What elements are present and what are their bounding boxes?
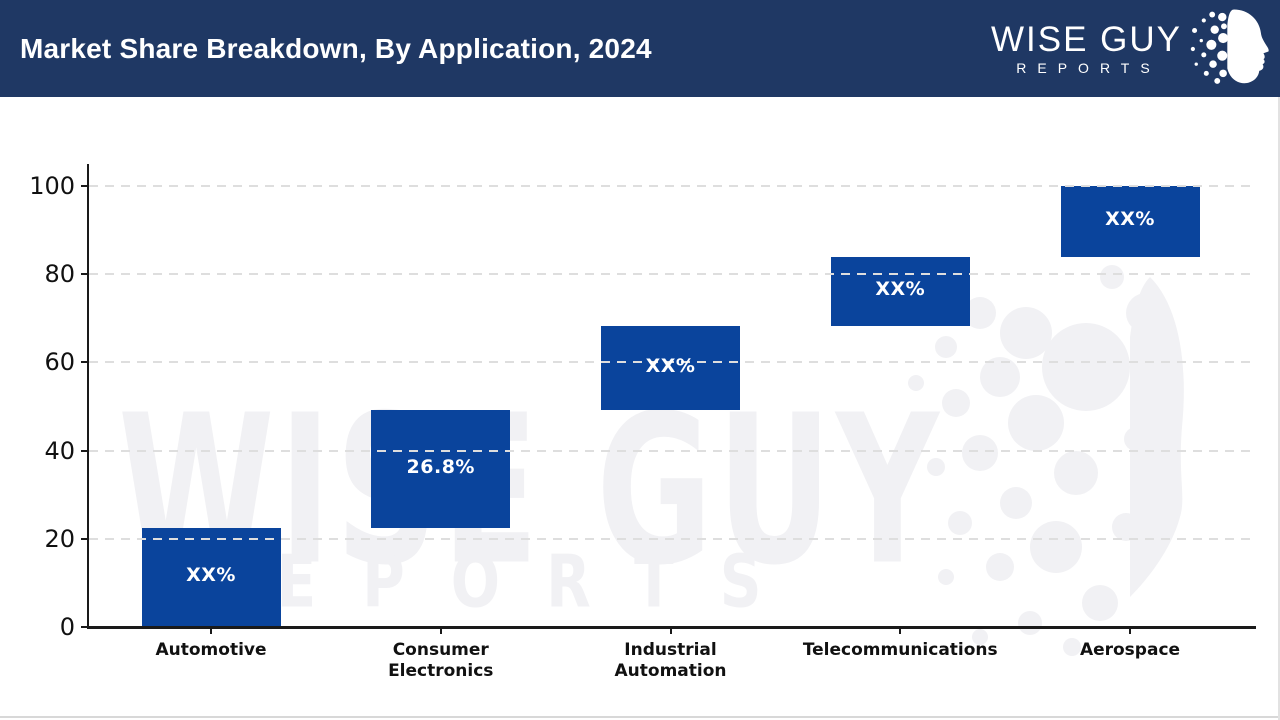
y-tick-mark bbox=[81, 537, 88, 540]
x-tick-label-line: Consumer bbox=[392, 640, 489, 660]
gridline bbox=[89, 537, 1256, 540]
page-title: Market Share Breakdown, By Application, … bbox=[20, 32, 652, 64]
x-tick-label: Automotive bbox=[96, 640, 326, 661]
header: Market Share Breakdown, By Application, … bbox=[0, 0, 1280, 97]
x-tick-label-line: Telecommunications bbox=[802, 640, 998, 660]
bar-consumer-electronics bbox=[371, 409, 511, 528]
y-tick-label: 20 bbox=[44, 524, 75, 553]
x-tick-label: Consumer Electronics bbox=[326, 640, 556, 682]
gridline bbox=[89, 449, 1256, 452]
bar-automotive bbox=[141, 527, 281, 627]
wiseguy-logo: WISE GUY REPORTS bbox=[991, 7, 1280, 91]
gridline bbox=[89, 273, 1256, 276]
x-tick-label: Industrial Automation bbox=[556, 640, 786, 682]
logo-subtext: REPORTS bbox=[1016, 59, 1161, 76]
y-tick-label: 60 bbox=[44, 348, 75, 377]
x-tick-mark bbox=[669, 627, 672, 634]
x-tick-label: Aerospace bbox=[1015, 640, 1245, 661]
logo-head-icon bbox=[1190, 9, 1269, 84]
bar-aerospace bbox=[1060, 186, 1200, 257]
y-tick-label: 80 bbox=[44, 260, 75, 289]
x-tick-mark bbox=[210, 627, 212, 634]
y-tick-mark bbox=[81, 185, 88, 187]
bar-industrial-automation bbox=[601, 325, 740, 410]
x-tick-label-line: Industrial bbox=[624, 640, 717, 660]
page-bottom-border bbox=[0, 716, 1280, 718]
x-tick-label-line: Automation bbox=[614, 661, 727, 681]
y-tick-label: 100 bbox=[29, 172, 75, 200]
x-tick-label: Telecommunications bbox=[785, 640, 1015, 661]
bar-value-label: XX% bbox=[645, 354, 696, 377]
y-tick-label: 0 bbox=[59, 613, 75, 641]
x-tick-mark bbox=[439, 627, 442, 634]
page-right-border bbox=[1278, 97, 1280, 720]
x-tick-label-line: Electronics bbox=[388, 661, 494, 681]
x-axis bbox=[87, 626, 1256, 629]
y-tick-mark bbox=[81, 273, 88, 276]
y-axis bbox=[87, 163, 89, 627]
gridline bbox=[89, 361, 1256, 364]
y-tick-label: 40 bbox=[44, 436, 75, 465]
bar-value-label: 26.8% bbox=[406, 455, 475, 478]
x-tick-mark bbox=[899, 627, 902, 634]
y-tick-mark bbox=[81, 626, 88, 628]
bar-value-label: XX% bbox=[875, 278, 926, 301]
bar-value-label: XX% bbox=[186, 564, 236, 587]
y-tick-mark bbox=[81, 449, 88, 452]
x-tick-label-line: Automotive bbox=[155, 640, 267, 660]
x-tick-label-line: Aerospace bbox=[1079, 640, 1181, 660]
bar-telecommunications bbox=[830, 256, 970, 326]
y-tick-mark bbox=[81, 361, 88, 364]
bar-value-label: XX% bbox=[1105, 208, 1155, 231]
x-tick-mark bbox=[1129, 627, 1131, 634]
logo-wordmark: WISE GUY bbox=[990, 19, 1182, 59]
gridline bbox=[89, 185, 1256, 187]
